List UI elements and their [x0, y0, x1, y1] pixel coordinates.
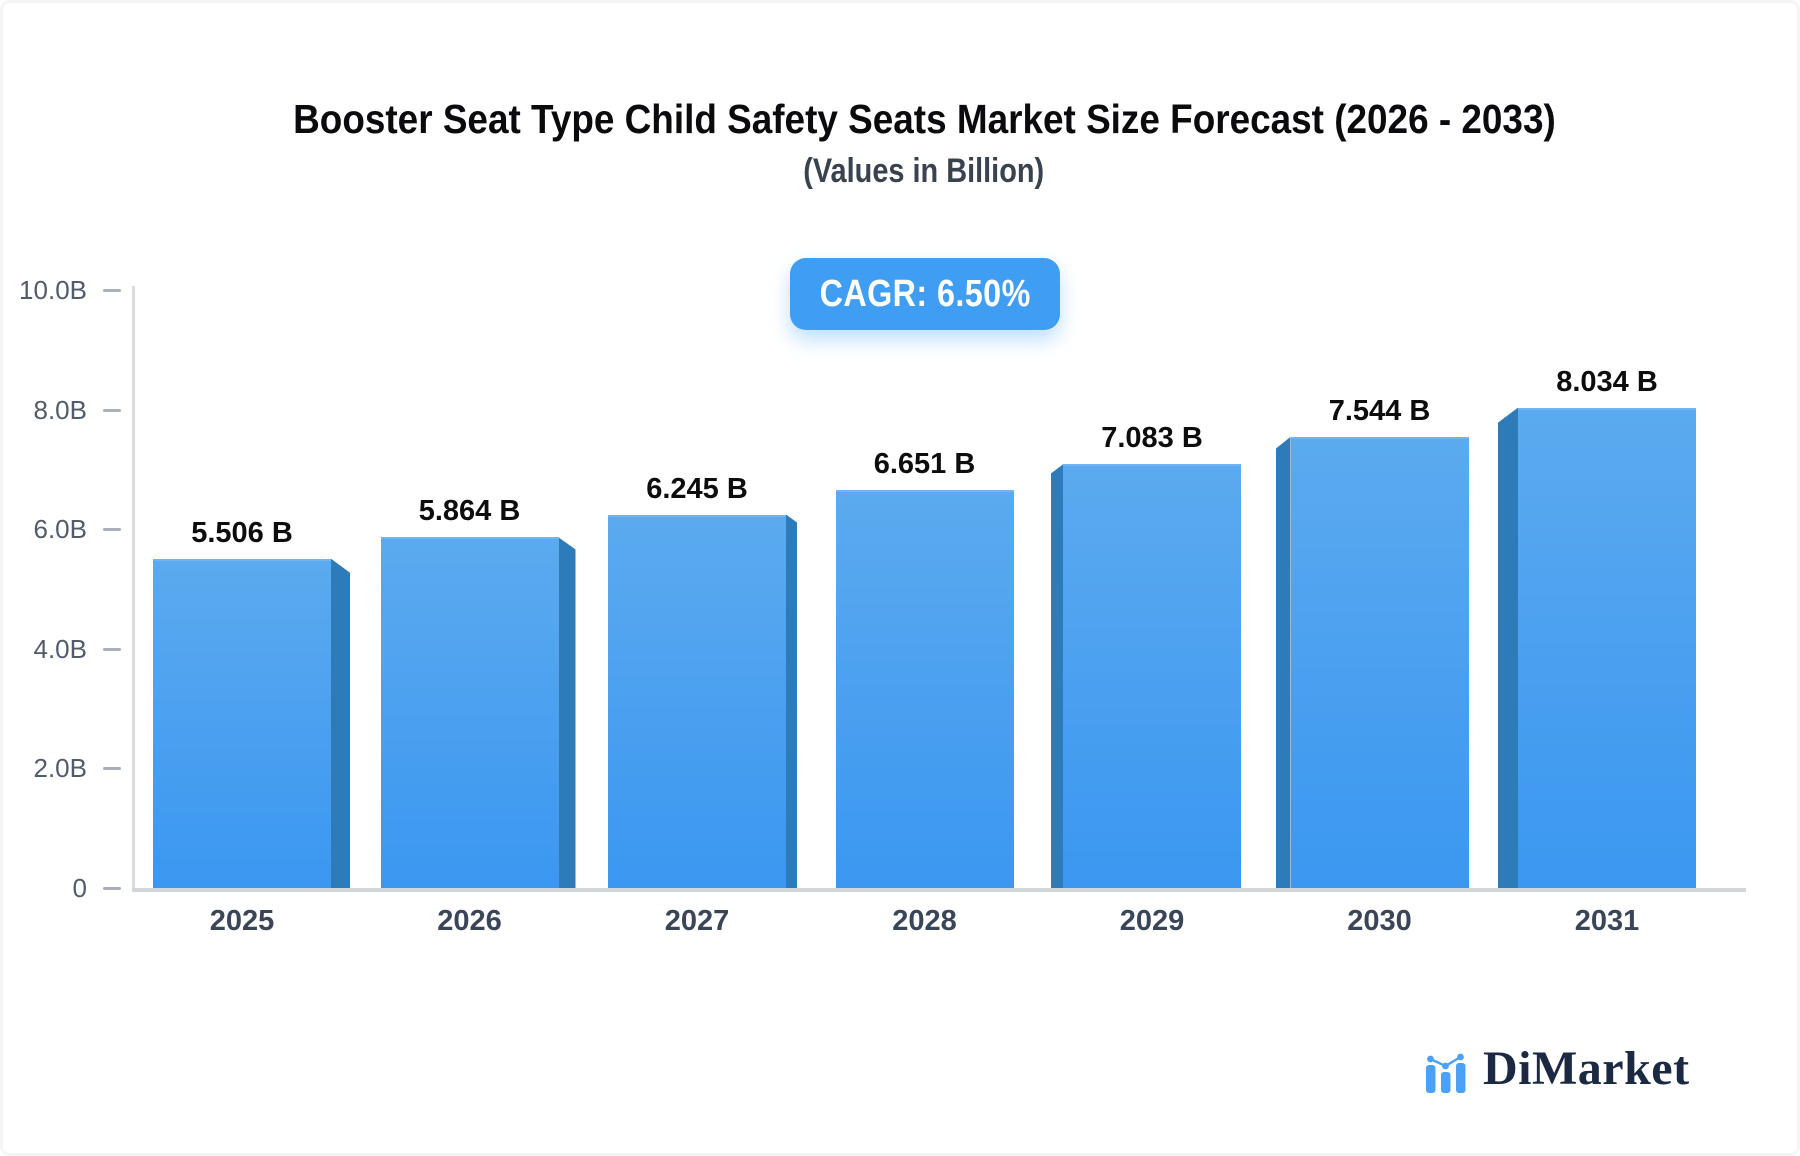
y-axis-tick-label: 8.0B	[33, 394, 88, 425]
bar-value-label: 5.506 B	[191, 516, 293, 549]
page-subtitle-text: (Values in Billion)	[803, 152, 1045, 190]
x-axis-category-label: 2028	[892, 905, 957, 937]
bar-value-label: 6.651 B	[873, 448, 976, 481]
bar-2028	[835, 490, 1014, 888]
x-axis-category-label: 2026	[437, 905, 502, 937]
y-axis-tick-dash	[103, 887, 121, 890]
x-axis-category-label: 2027	[664, 905, 730, 937]
bar-side-face	[786, 514, 797, 888]
cagr-badge: CAGR: 6.50%	[790, 258, 1060, 330]
x-axis-category-label: 2029	[1119, 905, 1185, 937]
dimarket-icon	[1426, 1053, 1466, 1093]
y-axis-tick-dash	[103, 289, 121, 292]
y-axis-tick-label: 6.0B	[33, 514, 88, 545]
page-subtitle: (Values in Billion)	[24, 149, 1797, 193]
x-axis-category-label: 2031	[1574, 905, 1640, 937]
y-axis-tick-dash	[103, 647, 121, 651]
x-axis-baseline	[132, 888, 1746, 892]
brand-logo: DiMarket	[1423, 1045, 1690, 1093]
bar-2026	[380, 537, 559, 888]
y-axis-tick-label: 0	[72, 873, 87, 903]
y-axis-tick-label: 10.0B	[19, 275, 87, 305]
bar-2030	[1290, 436, 1469, 888]
cagr-badge-label: CAGR: 6.50%	[819, 272, 1031, 315]
bar-value-label: 5.864 B	[418, 495, 521, 528]
bar-value-label: 8.034 B	[1556, 365, 1658, 398]
bar-2025	[153, 558, 331, 888]
bar-value-label: 6.245 B	[646, 472, 748, 505]
x-axis-category-label: 2025	[209, 905, 275, 937]
page-title-text: Booster Seat Type Child Safety Seats Mar…	[292, 96, 1556, 142]
bar-side-face	[1051, 464, 1063, 888]
y-axis-tick-dash	[103, 408, 121, 412]
bar-2031	[1518, 407, 1696, 888]
bar-2027	[608, 514, 786, 888]
bar-2029	[1063, 464, 1241, 888]
bar-side-face	[331, 558, 350, 888]
y-axis-tick-label: 2.0B	[33, 753, 88, 784]
y-axis-tick-dash	[103, 767, 121, 771]
bar-side-face	[1275, 436, 1291, 888]
bar-side-face	[558, 537, 576, 888]
bar-value-label: 7.083 B	[1101, 422, 1203, 455]
brand-name: DiMarket	[1483, 1042, 1690, 1095]
y-axis-line	[132, 286, 135, 890]
y-axis-tick-dash	[103, 528, 121, 532]
bar-value-label: 7.544 B	[1328, 394, 1431, 427]
x-axis-category-label: 2030	[1347, 905, 1412, 937]
bar-side-face	[1498, 407, 1518, 888]
y-axis-tick-label: 4.0B	[33, 633, 88, 664]
page-title: Booster Seat Type Child Safety Seats Mar…	[24, 93, 1797, 145]
